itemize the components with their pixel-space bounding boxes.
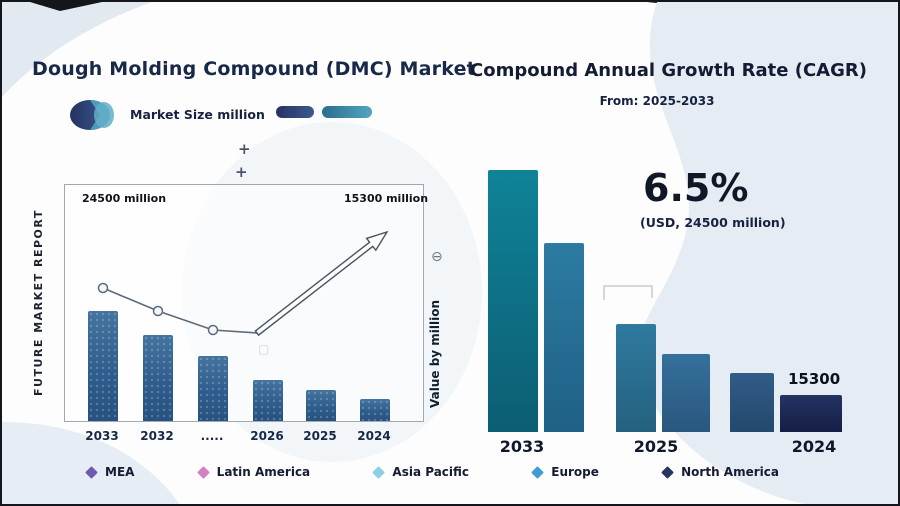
market-bar-..... <box>198 356 228 421</box>
cagr-x-label-2033: 2033 <box>499 437 545 456</box>
cagr-title: Compound Annual Growth Rate (CAGR) <box>470 60 867 81</box>
legend-label: North America <box>681 465 779 479</box>
legend-diamond-icon <box>531 465 545 479</box>
cagr-bar-2033-a <box>488 170 538 432</box>
cagr-bar-2025-b <box>662 354 710 432</box>
cagr-note: (USD, 24500 million) <box>640 215 786 230</box>
cagr-bar-2024-a <box>730 373 774 432</box>
legend-item-north-america: North America <box>661 465 779 479</box>
cagr-bars <box>2 2 898 432</box>
region-legend: MEA Latin America Asia Pacific Europe North … <box>85 465 779 479</box>
legend-pill-dark <box>276 106 314 118</box>
legend-item-asia-pacific: Asia Pacific <box>372 465 470 479</box>
market-size-icon <box>70 100 114 130</box>
x-label-2032: 2032 <box>140 429 174 443</box>
cagr-subtitle: From: 2025-2033 <box>599 94 715 108</box>
legend-item-mea: MEA <box>85 465 135 479</box>
legend-label: Europe <box>551 465 599 479</box>
legend-item-latin-america: Latin America <box>196 465 311 479</box>
market-bar-2025 <box>306 390 336 421</box>
value-callout: 15300 <box>788 370 841 388</box>
market-bar-2032 <box>143 335 173 421</box>
legend-item-europe: Europe <box>531 465 599 479</box>
legend-pill-teal <box>322 106 372 118</box>
max-value-label: 24500 million <box>82 192 167 205</box>
legend-label: MEA <box>105 465 135 479</box>
legend-diamond-icon <box>196 465 210 479</box>
x-label-.....: ..... <box>200 429 224 443</box>
market-size-legend-label: Market Size million <box>130 107 265 122</box>
x-label-2026: 2026 <box>250 429 284 443</box>
x-label-2025: 2025 <box>303 429 337 443</box>
cagr-x-label-2025: 2025 <box>633 437 679 456</box>
market-size-chart <box>64 184 424 422</box>
market-size-bars <box>65 185 423 421</box>
market-bar-2024 <box>360 399 390 421</box>
cagr-bar-2033-b <box>544 243 584 432</box>
left-chart-title: Dough Molding Compound (DMC) Market <box>32 58 476 80</box>
x-label-2024: 2024 <box>357 429 391 443</box>
cagr-x-label-2024: 2024 <box>791 437 837 456</box>
cagr-bar-2025-a <box>616 324 656 432</box>
cagr-value: 6.5% <box>643 166 749 210</box>
legend-diamond-icon <box>661 465 675 479</box>
legend-diamond-icon <box>85 465 98 479</box>
circle-dash-icon: ⊖ <box>431 249 443 265</box>
cagr-bar-2024-b <box>780 395 842 432</box>
plus-icon: + <box>238 140 251 158</box>
x-label-2033: 2033 <box>85 429 119 443</box>
legend-label: Latin America <box>216 465 311 479</box>
plus-icon: + <box>235 163 248 181</box>
legend-diamond-icon <box>372 465 386 479</box>
min-value-label: 15300 million <box>344 192 429 205</box>
market-bar-2026 <box>253 380 283 421</box>
market-bar-2033 <box>88 311 118 421</box>
trend-arrow <box>97 230 389 337</box>
legend-label: Asia Pacific <box>392 465 470 479</box>
